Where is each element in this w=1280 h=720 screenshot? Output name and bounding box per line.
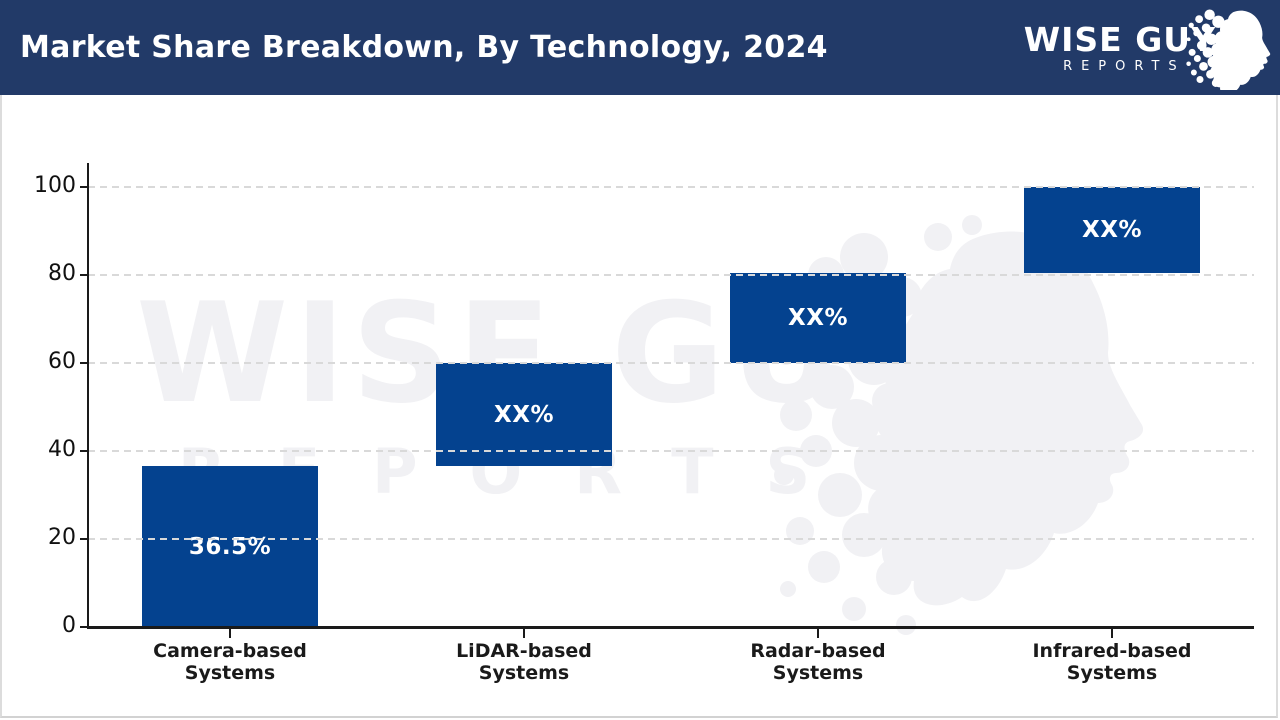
bar-value-label: XX% [493,401,554,428]
y-axis-tick-label: 60 [48,349,76,374]
chart-area: WISE GUY REPORTS 0 20 40 60 80 100 36.5% Camera… [0,95,1280,720]
page-title: Market Share Breakdown, By Technology, 2… [20,30,828,65]
waterfall-bar: 36.5% [142,466,318,627]
y-axis-tick-label: 40 [48,437,76,462]
logo-text: WISE GUY REPORTS [1023,20,1216,75]
x-axis-line [87,626,1254,629]
logo-subtitle: REPORTS [1063,59,1186,74]
gridline [88,538,1254,540]
x-axis-category-label: Radar-based Systems [750,640,886,684]
y-axis-line [87,163,89,629]
waterfall-bar: XX% [1024,187,1200,273]
y-axis-tick [80,538,87,540]
logo-head-icon [1186,9,1271,90]
y-axis-tick-label: 100 [34,173,76,198]
x-axis-tick [1111,629,1113,638]
header: Market Share Breakdown, By Technology, 2… [0,0,1280,95]
x-axis-tick [523,629,525,638]
y-axis-tick-label: 80 [48,261,76,286]
x-axis-category-label: Infrared-based Systems [1032,640,1192,684]
bar-value-label: XX% [1081,216,1142,243]
logo-wordmark: WISE GUY [1023,20,1216,59]
y-axis-tick [80,186,87,188]
waterfall-bar: XX% [436,363,612,467]
y-axis-tick-label: 20 [48,525,76,550]
x-axis-category-label: LiDAR-based Systems [456,640,592,684]
bar-value-label: XX% [787,304,848,331]
y-axis-tick [80,450,87,452]
gridline [88,186,1254,188]
waterfall-bar: XX% [730,272,906,363]
wise-guy-logo: WISE GUY REPORTS [1024,6,1274,90]
y-axis-tick [80,274,87,276]
waterfall-chart: 0 20 40 60 80 100 36.5% Camera-based Systems XX% L… [0,95,1280,720]
gridline [88,450,1254,452]
gridline [88,362,1254,364]
gridline [88,274,1254,276]
y-axis-tick [80,362,87,364]
y-axis-tick-label: 0 [62,613,76,638]
x-axis-category-label: Camera-based Systems [153,640,307,684]
y-axis-tick [80,626,87,628]
x-axis-tick [817,629,819,638]
x-axis-tick [229,629,231,638]
